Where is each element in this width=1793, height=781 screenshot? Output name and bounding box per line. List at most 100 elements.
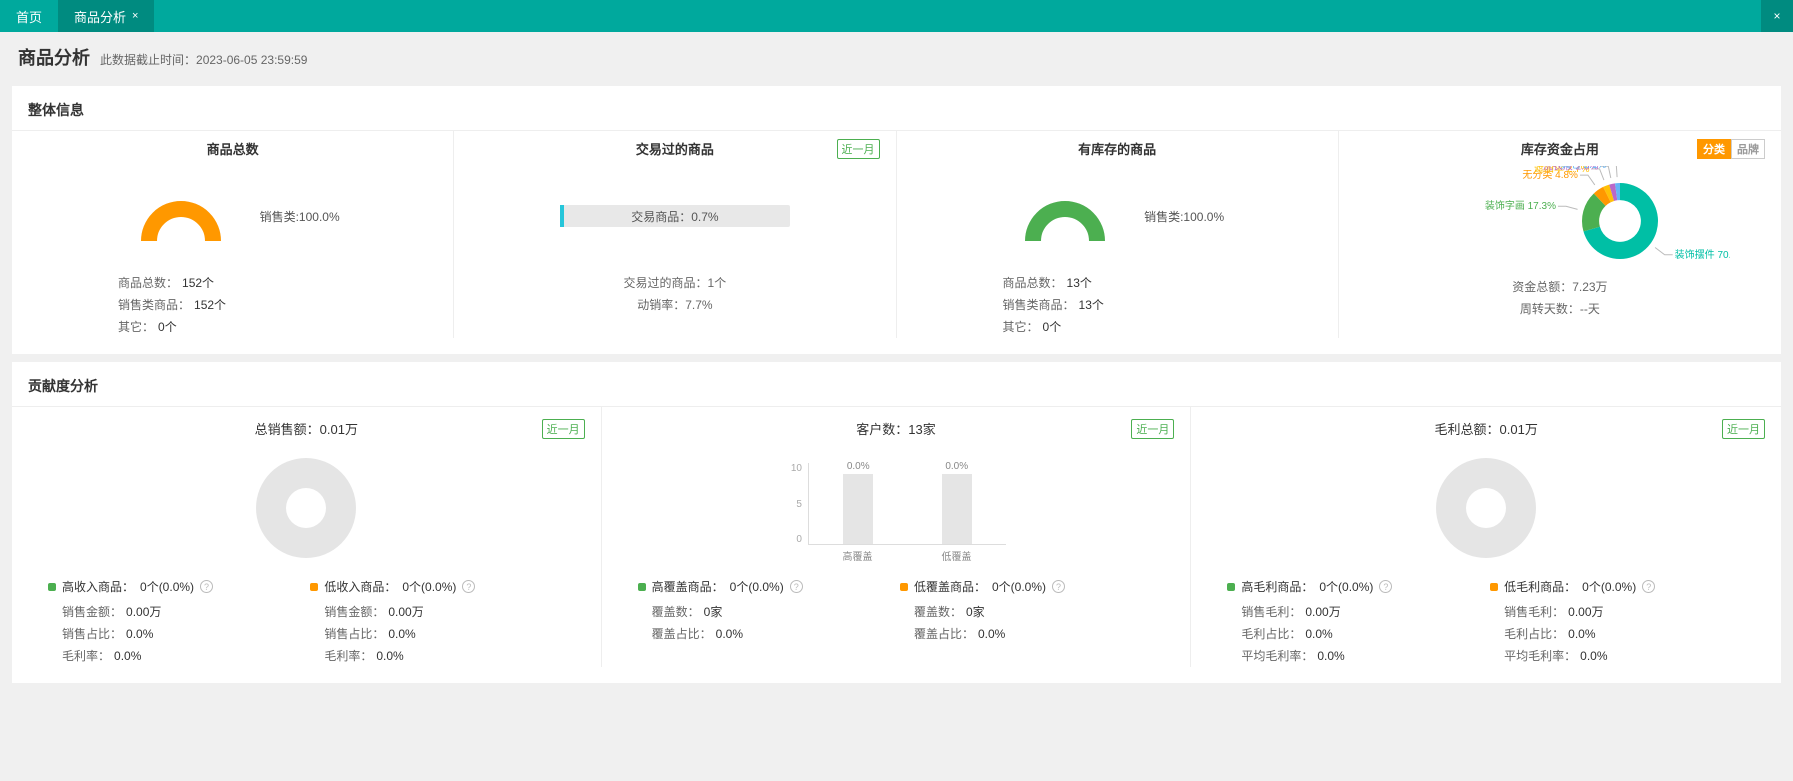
help-icon[interactable]: ? [462,580,475,593]
legend-value: 0个(0.0%) [402,578,456,595]
cell-title: 交易过的商品 [636,142,714,157]
stat-row: 销售类商品：152个 [118,294,437,316]
overall-cell-instock: 有库存的商品 销售类:100.0% 商品总数：13个销售类商品：13个其它：0个 [897,131,1339,338]
legend-label: 低毛利商品： [1504,578,1576,595]
stat-row: 覆盖数：0家 [900,601,1154,623]
contrib-head-v: 0.01万 [320,422,358,437]
tab-home[interactable]: 首页 [0,0,58,32]
bar-value-label: 0.0% [945,461,968,472]
pie-label: 其它 2.1% [1561,166,1607,171]
stat-row: 其它：0个 [1003,316,1322,338]
overall-title: 整体信息 [12,96,1781,131]
contrib-head-v: 0.01万 [1500,422,1538,437]
stat-row: 销售毛利：0.00万 [1490,601,1745,623]
stat-row: 商品总数：152个 [118,272,437,294]
contrib-head-k: 毛利总额： [1435,422,1500,437]
pie-label: 装饰摆件 70.6% [1675,248,1730,261]
cutoff-label: 此数据截止时间：2023-06-05 23:59:59 [100,51,307,68]
cell-title: 库存资金占用 [1521,142,1599,157]
pie-chart-funds: 装饰摆件 70.6%装饰字画 17.3%无分类 4.8%遮阳伞 2.7%洗衣液 … [1355,166,1765,276]
overall-panel: 整体信息 商品总数 销售类:100.0% 商品总数：152个销售类商品：152个… [12,86,1781,354]
stat-row: 周转天数：--天 [1355,298,1765,320]
overall-cell-traded: 交易过的商品 近一月 交易商品：0.7% 交易过的商品：1个动销率：7.7% [454,131,896,338]
contrib-head-v: 13家 [908,422,935,437]
period-badge[interactable]: 近一月 [542,419,585,439]
legend-dot [310,583,318,591]
tab-label: 商品分析 [74,7,126,26]
legend-label: 高覆盖商品： [652,578,724,595]
period-badge[interactable]: 近一月 [837,139,880,159]
close-icon[interactable]: × [132,10,138,22]
toggle-group: 分类 品牌 [1697,139,1765,159]
gauge-chart-instock [1010,181,1120,251]
stat-row: 销售占比：0.0% [48,623,302,645]
stat-row: 毛利率：0.0% [48,645,302,667]
help-icon[interactable]: ? [1642,580,1655,593]
bar-rect [942,474,972,544]
contrib-side-left: 高覆盖商品：0个(0.0%)?覆盖数：0家覆盖占比：0.0% [638,578,892,645]
legend-row: 高覆盖商品：0个(0.0%)? [638,578,892,595]
toggle-category[interactable]: 分类 [1697,139,1731,159]
gauge-side-label: 销售类:100.0% [260,208,340,225]
stat-row: 毛利率：0.0% [310,645,564,667]
contribution-title: 贡献度分析 [12,372,1781,407]
stat-row: 毛利占比：0.0% [1490,623,1745,645]
bar-column: 0.0% [838,474,878,544]
contrib-side-right: 低毛利商品： 0个(0.0%)? 销售毛利：0.00万毛利占比：0.0%平均毛利率：… [1490,578,1745,667]
overall-cell-total: 商品总数 销售类:100.0% 商品总数：152个销售类商品：152个其它：0个 [12,131,454,338]
legend-row: 高毛利商品：0个(0.0%)? [1227,578,1482,595]
contrib-cell-customers: 客户数：13家 近一月 1050 0.0%0.0% 高覆盖低覆盖 高覆盖商品：0… [602,407,1192,667]
stat-row: 覆盖占比：0.0% [900,623,1154,645]
stat-row: 销售占比：0.0% [310,623,564,645]
x-tick: 低覆盖 [941,548,971,563]
legend-value: 0个(0.0%) [1582,578,1636,595]
close-all-icon[interactable]: × [1761,0,1793,32]
page-title: 商品分析 [18,44,90,70]
help-icon[interactable]: ? [790,580,803,593]
stat-row: 销售金额：0.00万 [48,601,302,623]
gauge-chart-total [126,181,236,251]
cell-title: 有库存的商品 [913,139,1322,158]
contribution-panel: 贡献度分析 总销售额：0.01万 近一月 高收入商品：0个(0.0%)?销售金额… [12,362,1781,683]
help-icon[interactable]: ? [200,580,213,593]
contrib-head-k: 总销售额： [255,422,320,437]
tab-product-analysis[interactable]: 商品分析 × [58,0,154,32]
contrib-side-right: 低覆盖商品：0个(0.0%)? 覆盖数：0家覆盖占比：0.0% [900,578,1154,645]
stat-row: 销售毛利：0.00万 [1227,601,1482,623]
legend-label: 低收入商品： [324,578,396,595]
donut-placeholder [256,458,356,558]
stat-row: 销售金额：0.00万 [310,601,564,623]
legend-value: 0个(0.0%) [140,578,194,595]
y-tick: 0 [782,534,802,545]
legend-row: 低覆盖商品：0个(0.0%)? [900,578,1154,595]
progress-label: 交易商品：0.7% [560,205,790,227]
stats-list: 资金总额：7.23万周转天数：--天 [1355,276,1765,320]
stat-row: 平均毛利率：0.0% [1490,645,1745,667]
bar-column: 0.0% [937,474,977,544]
toggle-brand[interactable]: 品牌 [1731,139,1765,159]
contrib-head-k: 客户数： [856,422,908,437]
pie-label: 装饰字画 17.3% [1485,199,1556,212]
stat-row: 平均毛利率：0.0% [1227,645,1482,667]
cell-title: 商品总数 [28,139,437,158]
overall-cell-inventory-funds: 库存资金占用 分类 品牌 装饰摆件 70.6%装饰字画 17.3%无分类 4.8… [1339,131,1781,338]
tabs-bar: 首页 商品分析 × × [0,0,1793,32]
contrib-side-right: 低收入商品： 0个(0.0%)? 销售金额：0.00万销售占比：0.0%毛利率：0.… [310,578,564,667]
donut-placeholder [1436,458,1536,558]
legend-dot [900,583,908,591]
legend-dot [1490,583,1498,591]
period-badge[interactable]: 近一月 [1722,419,1765,439]
contrib-cell-gross: 毛利总额：0.01万 近一月 高毛利商品：0个(0.0%)? 销售毛利：0.00万… [1191,407,1781,667]
stat-row: 动销率：7.7% [470,294,879,316]
contrib-side-left: 高毛利商品：0个(0.0%)?销售毛利：0.00万毛利占比：0.0%平均毛利率：… [1227,578,1482,667]
stat-row: 资金总额：7.23万 [1355,276,1765,298]
legend-label: 低覆盖商品： [914,578,986,595]
legend-label: 高收入商品： [62,578,134,595]
y-tick: 5 [782,499,802,510]
period-badge[interactable]: 近一月 [1131,419,1174,439]
help-icon[interactable]: ? [1379,580,1392,593]
x-tick: 高覆盖 [842,548,872,563]
legend-row: 高收入商品： 0个(0.0%)? [48,578,302,595]
help-icon[interactable]: ? [1052,580,1065,593]
stat-row: 覆盖数：0家 [638,601,892,623]
